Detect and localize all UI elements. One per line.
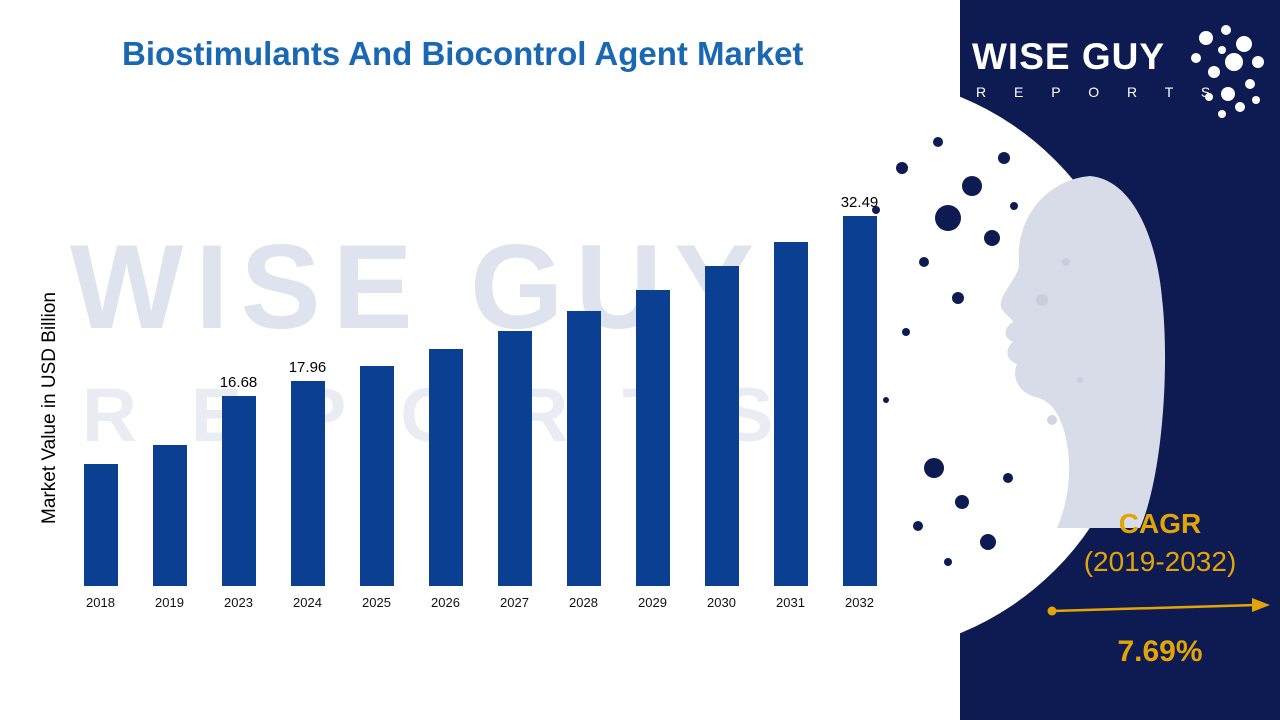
bar [359,366,394,586]
cagr-label: CAGR [1118,508,1202,539]
logo-face-icon [1191,25,1264,118]
logo: WISE GUY R E P O R T S [972,36,1222,100]
bar-value-label: 32.49 [840,194,879,211]
bar-group: 2028 [549,311,618,610]
bar-group: 2018 [66,464,135,610]
bar-group: 2027 [480,331,549,610]
bar-value-label: 16.68 [219,374,258,391]
bar [842,216,877,586]
bar [704,266,739,586]
logo-wordmark: WISE GUY [972,36,1166,77]
bar [152,445,187,586]
bar-group: 2029 [618,290,687,610]
x-axis-label: 2019 [155,595,184,610]
bar [221,396,256,586]
y-axis-label: Market Value in USD Billion [39,292,60,524]
bar [566,311,601,586]
cagr-block: CAGR (2019-2032) 7.69% [1040,508,1280,669]
face-watermark-icon [1000,176,1166,528]
cagr-value: 7.69% [1117,635,1203,668]
x-axis-label: 2027 [500,595,529,610]
bar [497,331,532,586]
x-axis-label: 2031 [776,595,805,610]
x-axis-label: 2024 [293,595,322,610]
bar [83,464,118,586]
cagr-range: (2019-2032) [1083,546,1237,577]
bar-group: 2030 [687,266,756,610]
x-axis-label: 2028 [569,595,598,610]
x-axis-label: 2030 [707,595,736,610]
x-axis-label: 2023 [224,595,253,610]
bar-group: 2025 [342,366,411,610]
bar-group: 2019 [135,445,204,610]
bar [290,381,325,586]
bar-chart: 2018 2019 16.68 2023 17.96 2024 2025 2026 2027 20… [66,194,894,610]
bar-group: 2031 [756,242,825,610]
x-axis-label: 2018 [86,595,115,610]
x-axis-label: 2032 [845,595,874,610]
bar [428,349,463,586]
logo-subtitle: R E P O R T S [976,84,1223,100]
page-title: Biostimulants And Biocontrol Agent Marke… [122,35,804,72]
x-axis-label: 2025 [362,595,391,610]
bar [635,290,670,586]
bar-group: 17.96 2024 [273,359,342,610]
bar-group: 32.49 2032 [825,194,894,610]
x-axis-label: 2029 [638,595,667,610]
cagr-arrow-icon [1047,598,1270,616]
bar-group: 16.68 2023 [204,374,273,610]
bar [773,242,808,586]
x-axis-label: 2026 [431,595,460,610]
bar-value-label: 17.96 [288,359,327,376]
bar-group: 2026 [411,349,480,610]
